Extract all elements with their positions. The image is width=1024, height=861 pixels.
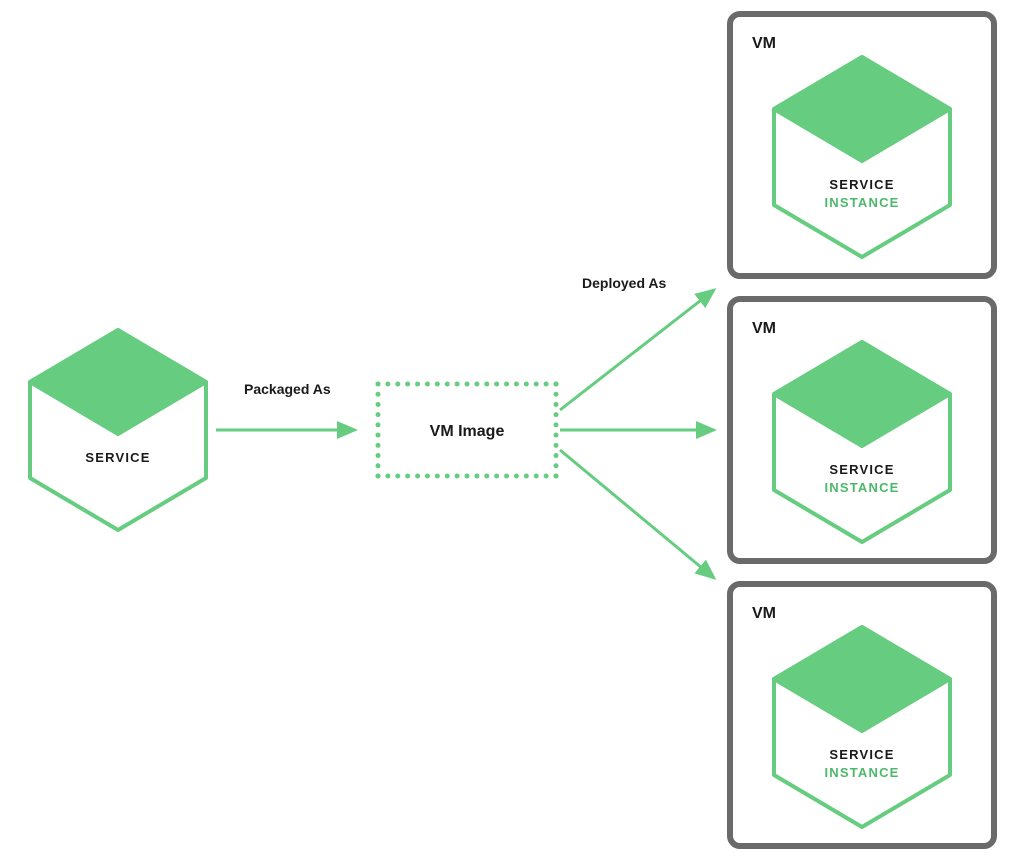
service-node: SERVICE — [30, 330, 206, 530]
vm-box-0: VM SERVICE INSTANCE — [730, 14, 994, 276]
diagram-canvas: SERVICE Packaged As VM Image Deployed As VM S… — [0, 0, 1024, 861]
vm-box-2: VM SERVICE INSTANCE — [730, 584, 994, 846]
deploy-arrow-2 — [560, 450, 714, 578]
hexagon-label-1: SERVICE — [829, 462, 894, 477]
deploy-arrow-0 — [560, 290, 714, 410]
hexagon-label-2: INSTANCE — [824, 765, 899, 780]
packaged-as-label: Packaged As — [244, 381, 331, 397]
hexagon-label-1: SERVICE — [829, 747, 894, 762]
vm-box-label: VM — [752, 35, 776, 52]
vm-box-label: VM — [752, 605, 776, 622]
hexagon-label-1: SERVICE — [829, 177, 894, 192]
vm-box-1: VM SERVICE INSTANCE — [730, 299, 994, 561]
hexagon-label-1: SERVICE — [85, 450, 150, 465]
vm-image-label: VM Image — [430, 423, 505, 440]
vm-box-label: VM — [752, 320, 776, 337]
deployed-as-label: Deployed As — [582, 275, 666, 291]
hexagon-label-2: INSTANCE — [824, 195, 899, 210]
hexagon-label-2: INSTANCE — [824, 480, 899, 495]
